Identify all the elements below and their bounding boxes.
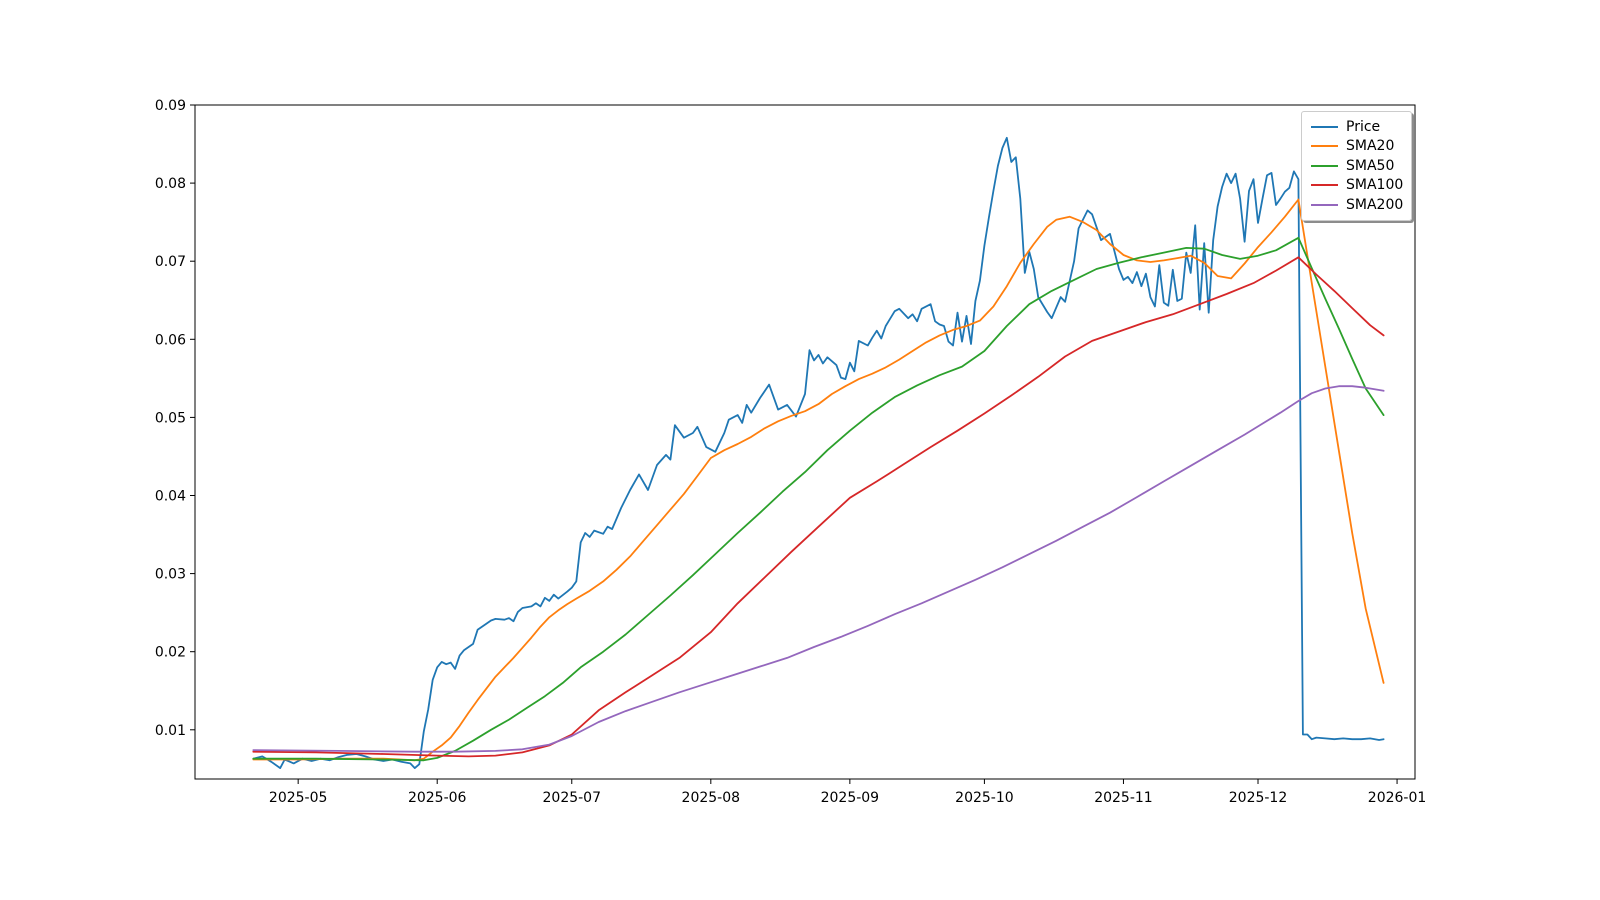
sma50-line	[252, 236, 1385, 762]
y-tick-label: 0.06	[155, 332, 186, 348]
x-tick-label: 2025-05	[269, 790, 328, 806]
x-tick-label: 2026-01	[1368, 790, 1427, 806]
legend-label: SMA20	[1346, 138, 1395, 155]
legend: Price SMA20 SMA50 SMA100 SMA200	[1301, 111, 1412, 221]
legend-entry-price: Price	[1311, 117, 1403, 137]
y-tick-label: 0.07	[155, 254, 186, 270]
y-tick-label: 0.04	[155, 488, 186, 504]
y-tick-label: 0.01	[155, 723, 186, 739]
x-tick-label: 2025-08	[682, 790, 741, 806]
x-tick-label: 2025-11	[1094, 790, 1153, 806]
legend-line-sample	[1311, 203, 1338, 206]
legend-label: SMA200	[1346, 196, 1404, 213]
legend-entry-sma100: SMA100	[1311, 176, 1403, 196]
legend-label: Price	[1346, 118, 1381, 135]
y-tick-label: 0.09	[155, 98, 186, 114]
y-tick-label: 0.05	[155, 410, 186, 426]
x-tick-label: 2025-07	[543, 790, 602, 806]
x-tick-label: 2025-09	[821, 790, 880, 806]
sma200-line	[252, 385, 1385, 753]
legend-label: SMA50	[1346, 157, 1395, 174]
legend-line-sample	[1311, 145, 1338, 148]
sma100-line	[252, 256, 1385, 758]
legend-entry-sma20: SMA20	[1311, 137, 1403, 157]
legend-entry-sma200: SMA200	[1311, 195, 1403, 215]
y-tick-label: 0.08	[155, 176, 186, 192]
x-tick-label: 2025-06	[408, 790, 467, 806]
legend-line-sample	[1311, 164, 1338, 167]
price-line	[252, 136, 1385, 769]
y-tick-label: 0.03	[155, 567, 186, 583]
x-tick-label: 2025-12	[1229, 790, 1288, 806]
plot-border	[194, 104, 1416, 780]
y-tick-label: 0.02	[155, 645, 186, 661]
sma20-line	[252, 198, 1385, 762]
x-tick-label: 2025-10	[955, 790, 1014, 806]
legend-line-sample	[1311, 125, 1338, 128]
legend-line-sample	[1311, 184, 1338, 187]
legend-entry-sma50: SMA50	[1311, 156, 1403, 176]
legend-label: SMA100	[1346, 177, 1404, 194]
